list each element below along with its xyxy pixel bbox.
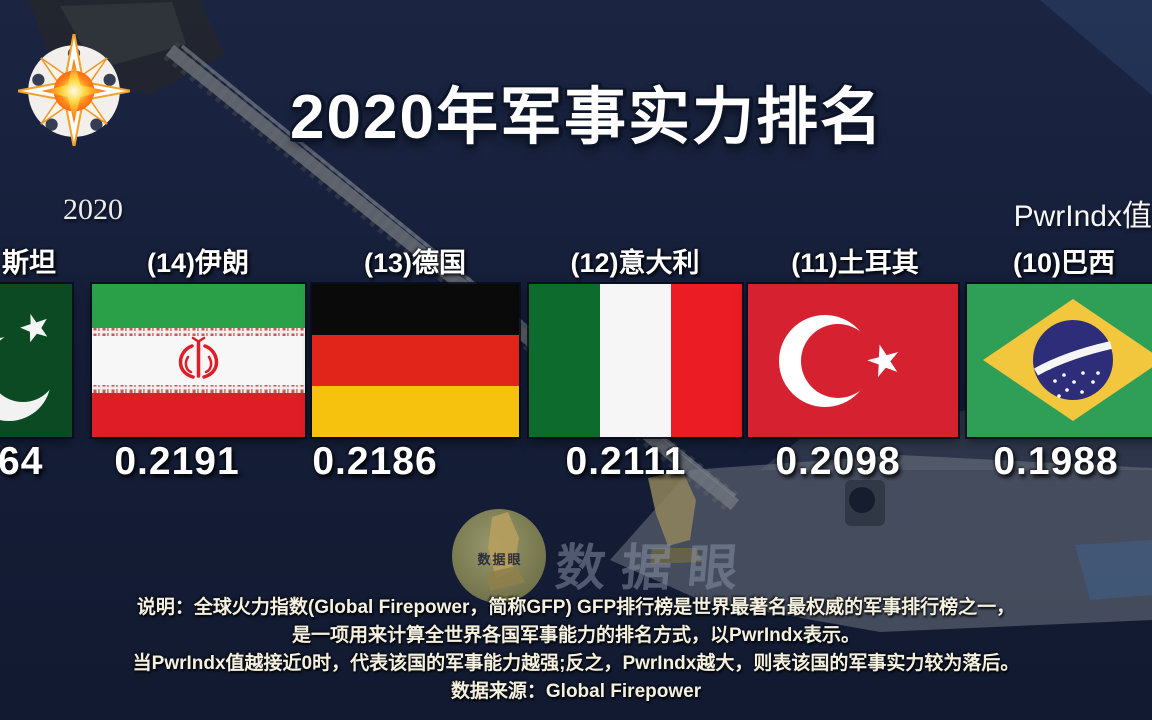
watermark-badge-label: 数据眼: [477, 552, 523, 567]
iran-flag: [92, 284, 305, 437]
footer-line-2: 是一项用来计算全世界各国军事能力的排名方式，以PwrIndx表示。: [292, 625, 860, 646]
pwrindx-value-pakistan: 64: [0, 440, 44, 483]
watermark-text: 数据眼: [553, 538, 757, 597]
footer-line-1: 说明：全球火力指数(Global Firepower，简称GFP) GFP排行榜…: [136, 597, 1016, 618]
brazil-flag: [967, 284, 1152, 437]
stock-highlight: [1075, 540, 1152, 600]
footer-note: 说明：全球火力指数(Global Firepower，简称GFP) GFP排行榜…: [0, 594, 1152, 706]
rifle-monopod-foot: [650, 548, 702, 564]
footer-line-3: 当PwrIndx值越接近0时，代表该国的军事能力越强;反之，PwrIndx越大，…: [132, 653, 1020, 674]
footer-line-4: 数据来源：Global Firepower: [450, 681, 702, 702]
pwrindx-value-turkey: 0.2098: [775, 440, 901, 483]
country-label-pakistan: 斯坦: [2, 248, 56, 278]
pwrindx-value-iran: 0.2191: [114, 440, 240, 483]
turkey-flag: [748, 284, 958, 437]
pwrindx-value-italy: 0.2111: [565, 440, 687, 483]
rifle-body: [610, 455, 1152, 632]
rifle-monopod: [648, 470, 696, 546]
pwrindx-axis-label: PwrIndx值: [1013, 200, 1152, 233]
channel-logo-starburst-icon: [18, 34, 130, 146]
pwrindx-value-brazil: 0.1988: [993, 440, 1119, 483]
corner-streak: [1040, 0, 1152, 95]
country-label-iran: (14)伊朗: [146, 248, 250, 278]
country-label-germany: (13)德国: [363, 248, 467, 278]
pwrindx-value-germany: 0.2186: [312, 440, 438, 483]
country-label-turkey: (11)土耳其: [791, 248, 919, 278]
rifle-port-hole: [849, 487, 875, 513]
country-label-italy: (12)意大利: [570, 248, 700, 278]
pakistan-flag: [0, 284, 72, 437]
watermark-badge-art: [486, 512, 525, 591]
germany-flag: [312, 284, 519, 437]
country-label-brazil: (10)巴西: [1012, 248, 1116, 278]
page-title: 2020年军事实力排名: [290, 83, 884, 152]
year-label: 2020: [63, 193, 123, 226]
italy-flag: [529, 284, 742, 437]
